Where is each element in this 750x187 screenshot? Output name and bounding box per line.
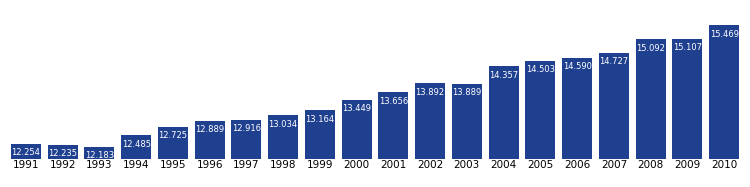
Text: 13.656: 13.656 (379, 97, 408, 106)
Text: 14.357: 14.357 (489, 71, 518, 80)
Text: 14.727: 14.727 (599, 57, 628, 66)
Bar (10, 144, 41, 187)
Text: 12.235: 12.235 (48, 149, 77, 158)
Bar (47, 145, 78, 187)
Text: 12.254: 12.254 (11, 148, 40, 157)
Text: 13.034: 13.034 (268, 120, 298, 129)
Text: 12.725: 12.725 (158, 131, 188, 140)
Bar (598, 53, 629, 187)
Bar (304, 110, 335, 187)
Bar (121, 136, 152, 187)
Text: 14.503: 14.503 (526, 65, 555, 74)
Text: 12.485: 12.485 (122, 140, 151, 149)
Text: 14.590: 14.590 (562, 62, 592, 71)
Text: 13.892: 13.892 (416, 88, 445, 97)
Bar (672, 39, 703, 187)
Bar (488, 66, 519, 187)
Bar (378, 92, 409, 187)
Text: 15.107: 15.107 (673, 43, 702, 52)
Bar (84, 147, 115, 187)
Bar (415, 83, 446, 187)
Text: 12.183: 12.183 (85, 151, 114, 160)
Bar (231, 119, 262, 187)
Bar (525, 61, 556, 187)
Bar (562, 58, 592, 187)
Text: 12.916: 12.916 (232, 124, 261, 133)
Text: 13.449: 13.449 (342, 104, 371, 113)
Bar (635, 39, 666, 187)
Text: 15.469: 15.469 (710, 30, 739, 39)
Text: 15.092: 15.092 (636, 44, 665, 53)
Bar (194, 121, 225, 187)
Bar (452, 84, 482, 187)
Text: 13.889: 13.889 (452, 88, 482, 97)
Bar (341, 100, 372, 187)
Text: 13.164: 13.164 (305, 115, 334, 124)
Bar (709, 25, 740, 187)
Text: 12.889: 12.889 (195, 125, 224, 134)
Bar (268, 115, 298, 187)
Bar (158, 127, 188, 187)
